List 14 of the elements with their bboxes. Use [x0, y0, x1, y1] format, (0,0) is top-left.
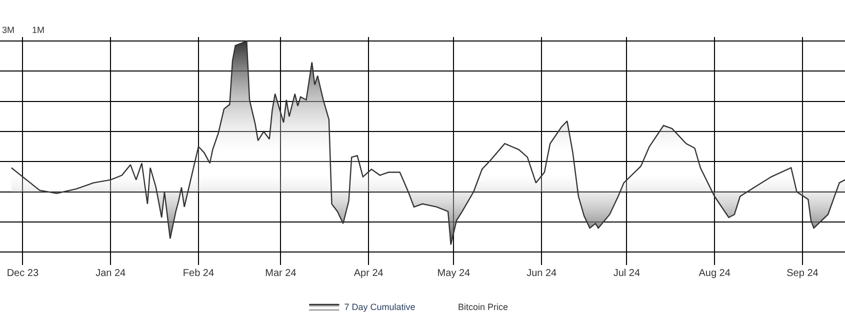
x-tick-label: May 24 — [437, 268, 471, 279]
text: 3M — [2, 25, 15, 35]
text: 1M — [32, 25, 45, 35]
x-tick-label: Sep 24 — [786, 268, 819, 279]
x-tick-label: Feb 24 — [182, 268, 214, 279]
x-tick-label: Aug 24 — [698, 268, 731, 279]
legend-label: 7 Day Cumulative — [344, 302, 416, 312]
text: Bitcoin Price — [458, 302, 508, 312]
x-tick-label: Jun 24 — [526, 268, 558, 279]
x-tick-label: Jul 24 — [613, 268, 640, 279]
x-tick-label: Jan 24 — [96, 268, 126, 279]
x-tick-label: Mar 24 — [265, 268, 297, 279]
x-tick-label: Apr 24 — [354, 268, 384, 279]
x-tick-label: Dec 23 — [6, 268, 39, 279]
